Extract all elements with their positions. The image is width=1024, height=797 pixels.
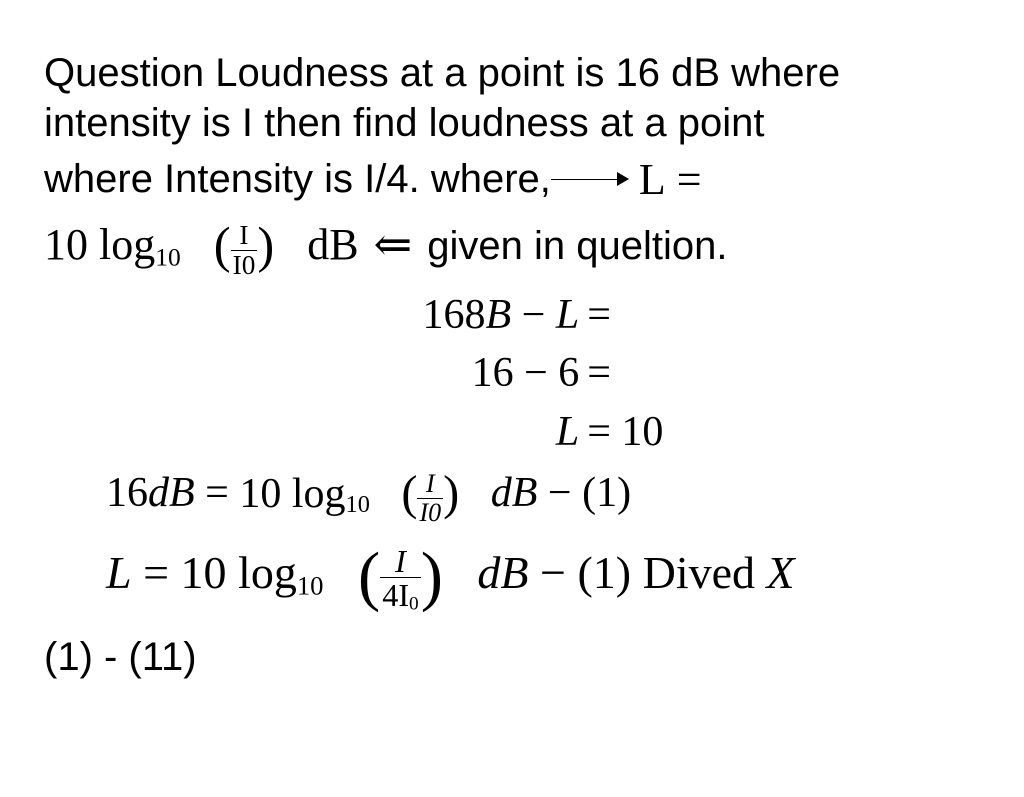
align-3-lhs: L xyxy=(106,405,579,460)
aligned-equations: 168B − L = 16 − 6 = L = 10 xyxy=(106,288,980,460)
eq2-dived: Dived xyxy=(643,547,767,598)
question-line-3: where Intensity is I/4. where, L= xyxy=(44,148,980,209)
eq1-lhs: 16dB xyxy=(106,471,195,517)
unit-db: dB xyxy=(307,220,358,269)
align-2-lhs: 16 − 6 xyxy=(106,346,579,401)
eq2-logbase: 10 xyxy=(297,571,324,601)
question-line-2: intensity is I then find loudness at a p… xyxy=(44,98,980,148)
log-base: 10 xyxy=(155,243,181,272)
frac-den: I0 xyxy=(231,250,258,279)
formula-L-equals: L= xyxy=(639,150,713,209)
equation-1: 16dB = 10log10 ( I I0 ) dB − (1) xyxy=(106,459,980,529)
given-in-question: given in queltion. xyxy=(427,224,727,268)
eq1-tail: − (1) xyxy=(548,471,631,517)
align-3-rhs: = 10 xyxy=(587,405,980,460)
eq2-tail: − (1) xyxy=(540,547,643,598)
frac-num: I xyxy=(231,223,258,250)
eq2-db: d xyxy=(477,547,500,598)
align-2-rhs: = xyxy=(587,346,980,401)
fraction-I-over-I0: I I0 xyxy=(231,223,258,279)
eq1-eq: = xyxy=(205,471,239,517)
align-1-lhs: 168B − L xyxy=(106,288,579,343)
eq2-tenlog: 10log xyxy=(181,547,297,598)
double-left-arrow-icon: ⇐ xyxy=(370,214,417,276)
eq2-lhs: L xyxy=(106,547,132,598)
footer-text: (1) - (11) xyxy=(44,635,197,679)
question-text-1: Question Loudness at a point is 16 dB wh… xyxy=(44,51,840,95)
eq2-eq: = xyxy=(143,547,180,598)
ten-log: 10log xyxy=(44,220,155,269)
eq1-fraction: I I0 xyxy=(417,472,443,525)
eq1-db: d xyxy=(491,471,512,517)
right-arrow-icon xyxy=(551,159,629,199)
eq1-frac-den: I0 xyxy=(417,498,443,526)
eq2-fraction: I 4I0 xyxy=(380,546,420,611)
eq2-X: X xyxy=(767,547,795,598)
equation-2: L = 10log10 ( I 4I0 ) dB − (1) Dived X xyxy=(106,529,980,626)
align-1-rhs: = xyxy=(587,288,980,343)
footer-line: (1) - (11) xyxy=(44,632,980,682)
eq1-frac-num: I xyxy=(417,472,443,498)
eq1-tenlog: 10log xyxy=(239,471,345,517)
eq1-logbase: 10 xyxy=(346,492,370,519)
eq2-frac-num: I xyxy=(380,546,420,578)
question-text-2: intensity is I then find loudness at a p… xyxy=(44,101,764,145)
formula-line: 10log10 ( I I0 ) dB ⇐ given in queltion. xyxy=(44,211,980,279)
question-text-3: where Intensity is I/4. where, xyxy=(44,154,551,204)
eq2-frac-den: 4I0 xyxy=(380,577,420,611)
question-line-1: Question Loudness at a point is 16 dB wh… xyxy=(44,48,980,98)
